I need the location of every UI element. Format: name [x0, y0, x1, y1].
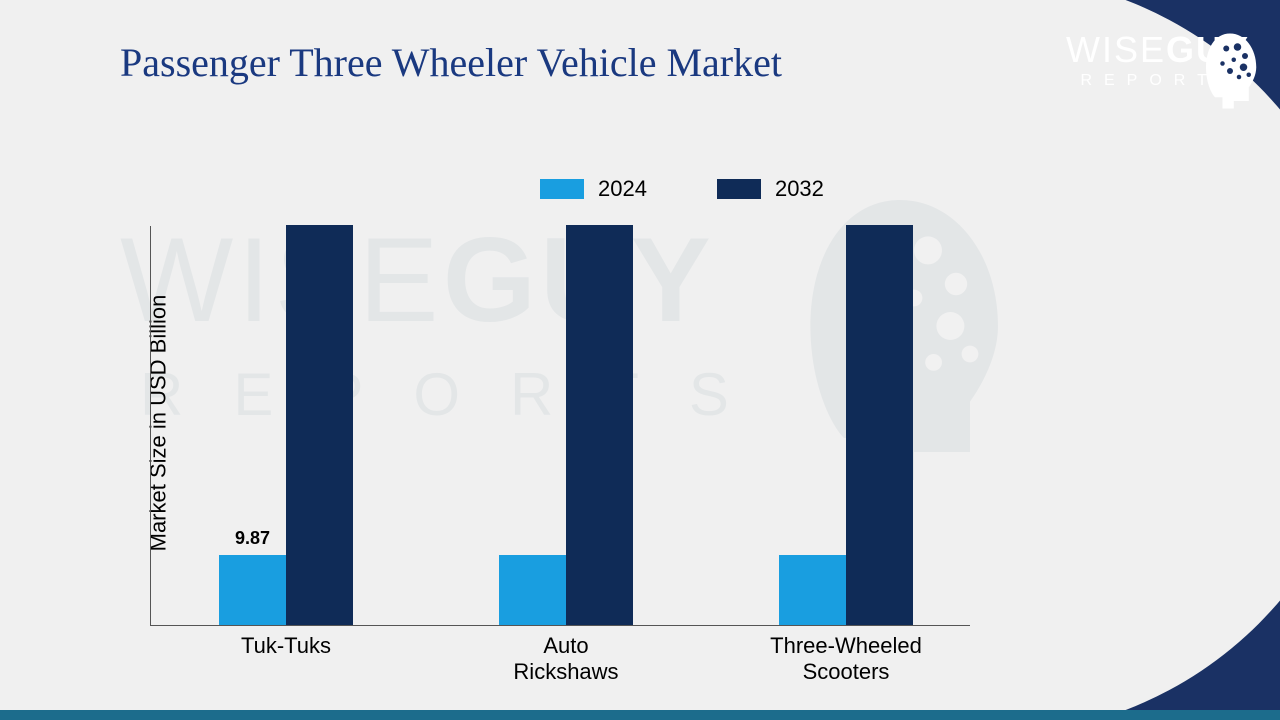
bar [779, 555, 846, 626]
bar [499, 555, 566, 626]
brand-logo: WISEGUY REPORTS [1066, 32, 1250, 90]
legend-item-2032: 2032 [717, 176, 824, 202]
legend-label-2032: 2032 [775, 176, 824, 202]
bar-value-label: 9.87 [235, 528, 270, 549]
right-panel [970, 0, 1280, 710]
bar [219, 555, 286, 626]
bar [566, 225, 633, 625]
legend-swatch-2032 [717, 179, 761, 199]
chart-title: Passenger Three Wheeler Vehicle Market [120, 38, 820, 88]
legend: 2024 2032 [540, 176, 824, 202]
category-label: Three-WheeledScooters [746, 633, 946, 686]
brand-text-2: GUY [1166, 29, 1250, 70]
category-label: AutoRickshaws [466, 633, 666, 686]
bar [286, 225, 353, 625]
chart-area: Market Size in USD Billion 2024 2032 9.8… [70, 170, 970, 710]
bar [846, 225, 913, 625]
category-label: Tuk-Tuks [186, 633, 386, 659]
legend-label-2024: 2024 [598, 176, 647, 202]
plot-area: 9.87Tuk-TuksAutoRickshawsThree-WheeledSc… [150, 226, 970, 626]
legend-item-2024: 2024 [540, 176, 647, 202]
brand-text-3: REPORTS [1066, 72, 1250, 90]
bottom-accent-strip [0, 710, 1280, 720]
brand-text-1: WISE [1066, 29, 1166, 70]
legend-swatch-2024 [540, 179, 584, 199]
